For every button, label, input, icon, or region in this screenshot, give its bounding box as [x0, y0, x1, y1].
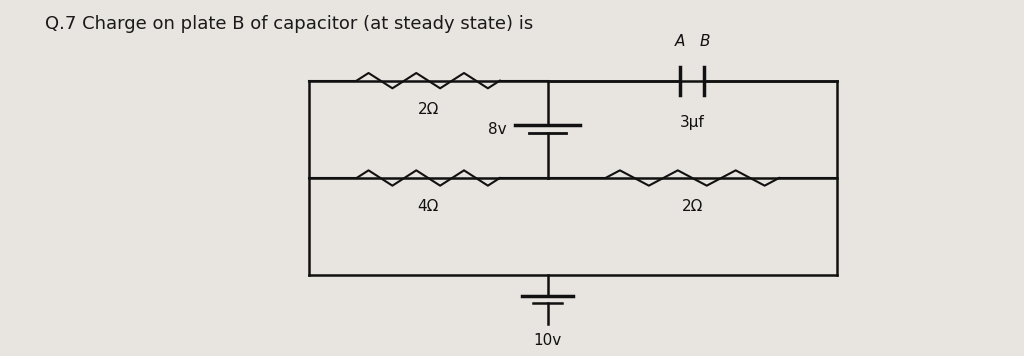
Text: 3μf: 3μf — [680, 115, 705, 130]
Text: A: A — [675, 35, 685, 49]
Text: 8v: 8v — [488, 122, 507, 137]
Text: 10v: 10v — [534, 333, 562, 348]
Text: 4Ω: 4Ω — [418, 199, 439, 214]
Text: 2Ω: 2Ω — [682, 199, 702, 214]
Text: 2Ω: 2Ω — [418, 101, 439, 116]
Text: B: B — [699, 35, 710, 49]
Text: Q.7 Charge on plate B of capacitor (at steady state) is: Q.7 Charge on plate B of capacitor (at s… — [45, 15, 534, 33]
